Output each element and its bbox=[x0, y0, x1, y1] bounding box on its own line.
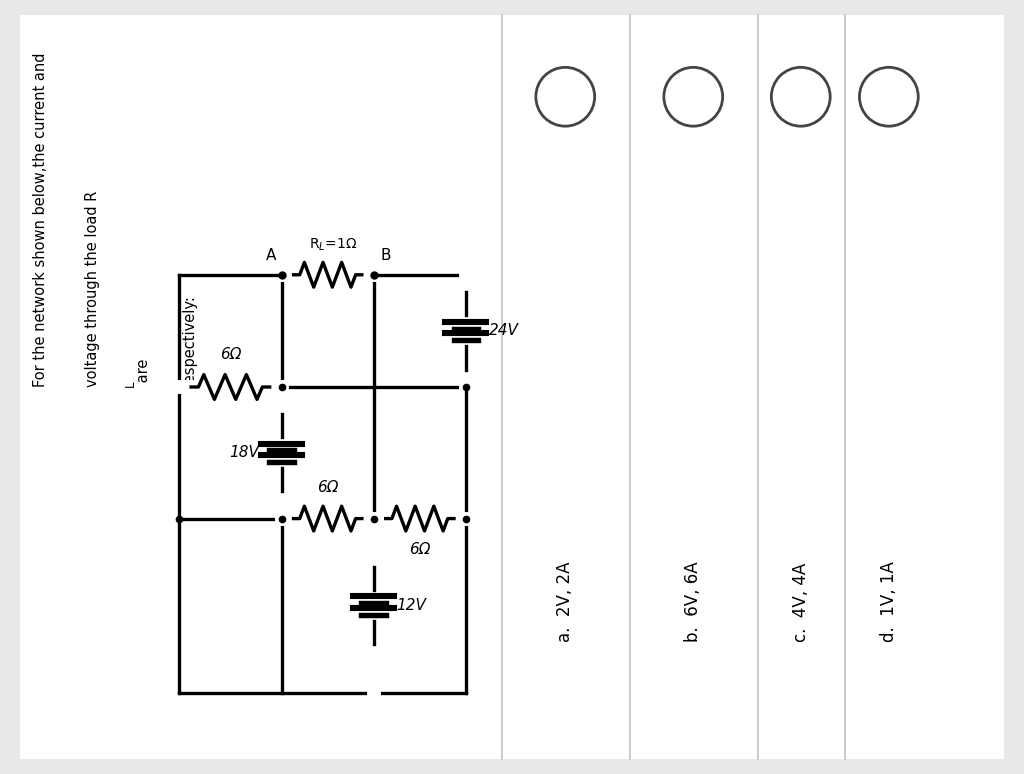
Text: a.  2V, 2A: a. 2V, 2A bbox=[556, 562, 574, 642]
Text: 6Ω: 6Ω bbox=[220, 348, 241, 362]
Text: voltage through the load R: voltage through the load R bbox=[85, 190, 99, 387]
Text: A: A bbox=[266, 248, 276, 263]
Text: 12V: 12V bbox=[396, 598, 426, 613]
Text: 18V: 18V bbox=[229, 445, 259, 461]
Text: d.  1V, 1A: d. 1V, 1A bbox=[880, 562, 898, 642]
Text: 6Ω: 6Ω bbox=[410, 542, 430, 557]
FancyBboxPatch shape bbox=[20, 15, 1004, 759]
Text: L: L bbox=[124, 381, 136, 387]
Text: respectively:: respectively: bbox=[182, 294, 197, 387]
Text: b.  6V, 6A: b. 6V, 6A bbox=[684, 562, 702, 642]
Text: For the network shown below,the current and: For the network shown below,the current … bbox=[34, 53, 48, 387]
Text: R$_L$=1Ω: R$_L$=1Ω bbox=[308, 237, 357, 253]
Text: 6Ω: 6Ω bbox=[317, 481, 338, 495]
Text: c.  4V, 4A: c. 4V, 4A bbox=[792, 563, 810, 642]
Text: are: are bbox=[136, 358, 151, 387]
Text: 24V: 24V bbox=[488, 324, 518, 338]
Text: B: B bbox=[381, 248, 391, 263]
